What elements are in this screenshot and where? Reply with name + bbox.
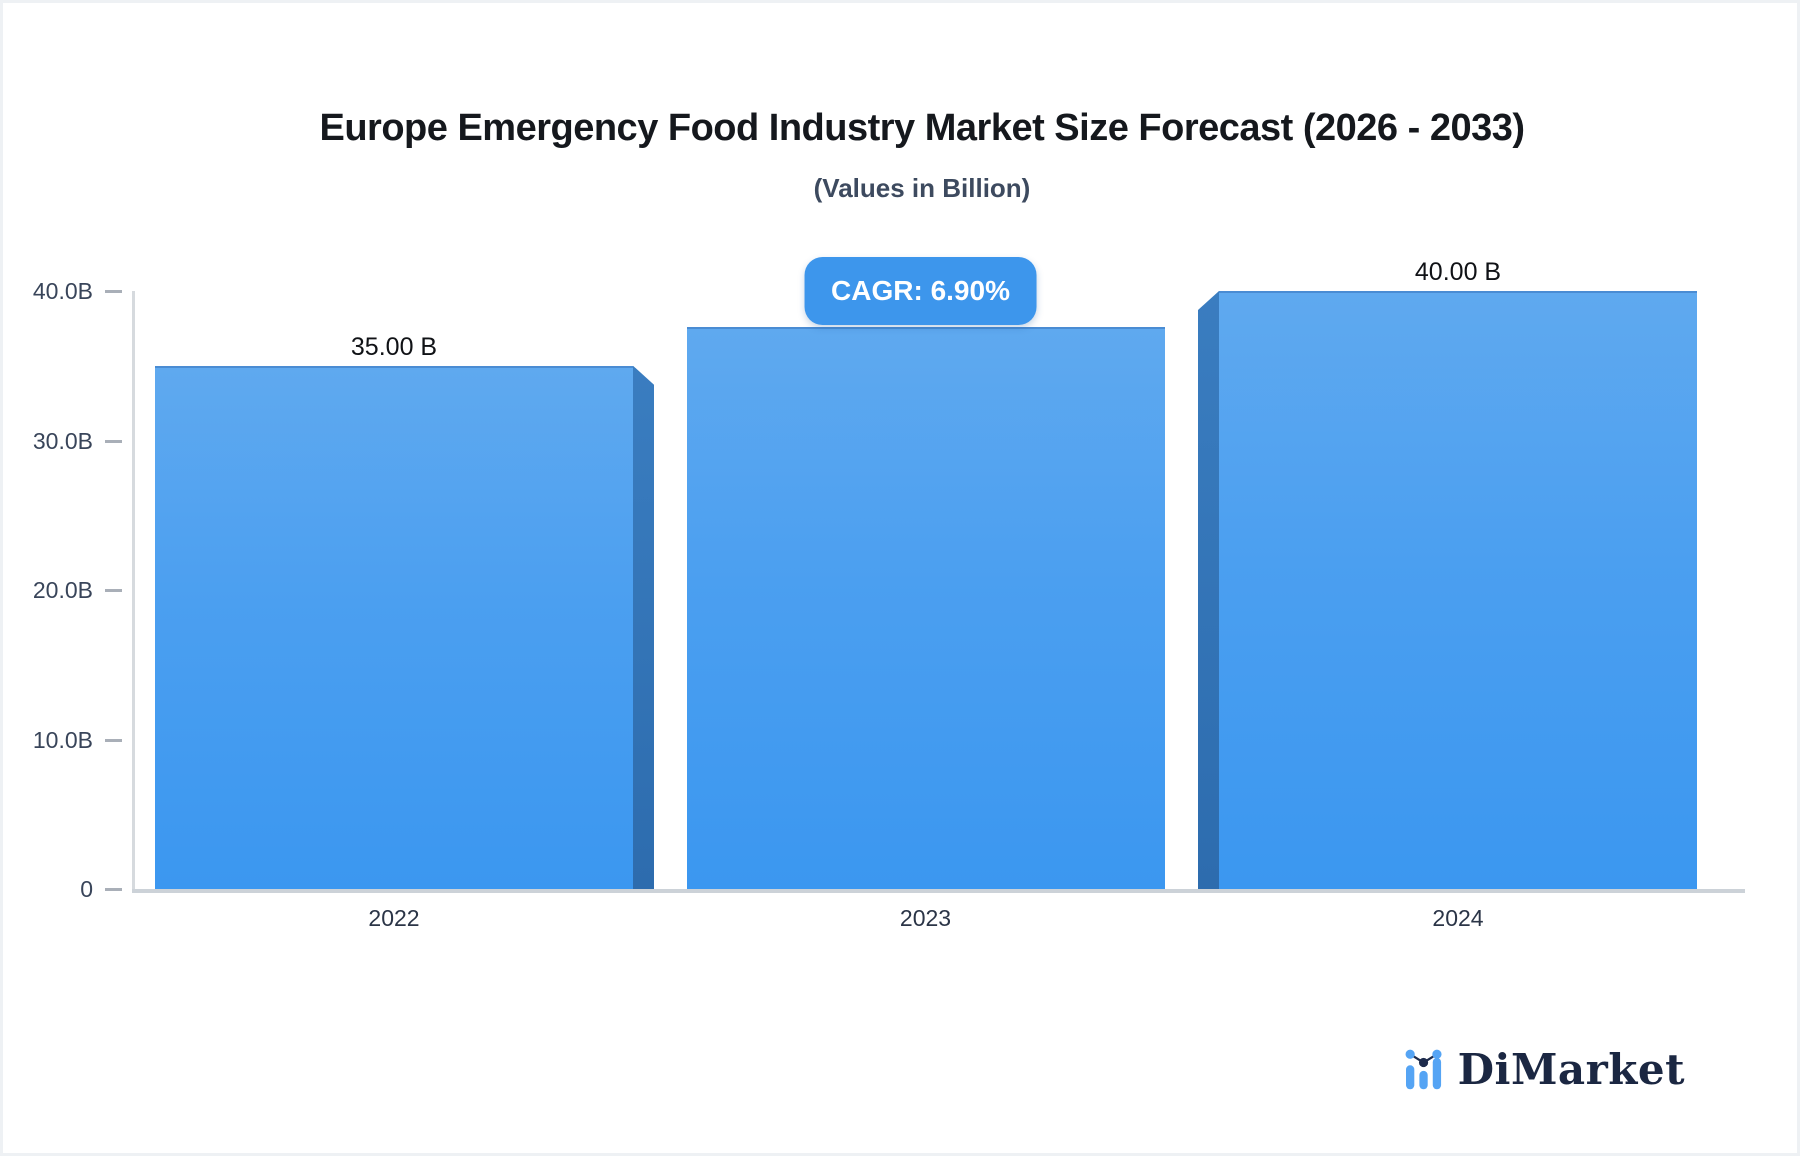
bar-2024-side-face xyxy=(1198,291,1219,889)
y-axis-tick-label: 0 xyxy=(80,876,93,902)
chart-title: Europe Emergency Food Industry Market Si… xyxy=(319,107,1525,149)
x-axis-label-2023: 2023 xyxy=(899,905,952,931)
y-axis-tick-mark xyxy=(105,290,122,293)
y-axis-tick-label: 40.0B xyxy=(32,278,93,304)
y-axis-tick-mark xyxy=(105,439,122,443)
brand-watermark: DiMarket xyxy=(1403,1045,1685,1093)
bar-value-label: 35.00 B xyxy=(350,332,438,361)
y-axis-tick-label: 10.0B xyxy=(32,726,93,753)
y-axis-line xyxy=(132,291,135,893)
bar-chart-logo-icon xyxy=(1405,1049,1442,1090)
y-axis-tick-mark xyxy=(105,589,122,592)
bar-value-label: 40.00 B xyxy=(1414,258,1502,286)
bar-2023 xyxy=(686,326,1165,889)
y-axis-tick-mark xyxy=(105,738,122,742)
chart-card: Europe Emergency Food Industry Market Si… xyxy=(3,3,1797,1153)
bar-2024 xyxy=(1219,291,1697,889)
cagr-badge: CAGR: 6.90% xyxy=(804,256,1037,325)
bar-2022 xyxy=(155,365,633,889)
y-axis-tick-label: 20.0B xyxy=(32,577,93,603)
bar-2022-side-face xyxy=(633,365,654,889)
chart-subtitle: (Values in Billion) xyxy=(813,173,1031,203)
x-axis-label-2024: 2024 xyxy=(1432,905,1484,931)
brand-name: DiMarket xyxy=(1457,1045,1685,1094)
y-axis-tick-label: 30.0B xyxy=(32,427,93,454)
x-axis-label-2022: 2022 xyxy=(368,905,420,931)
y-axis-tick-mark xyxy=(105,888,122,891)
x-axis-baseline xyxy=(132,889,1745,893)
